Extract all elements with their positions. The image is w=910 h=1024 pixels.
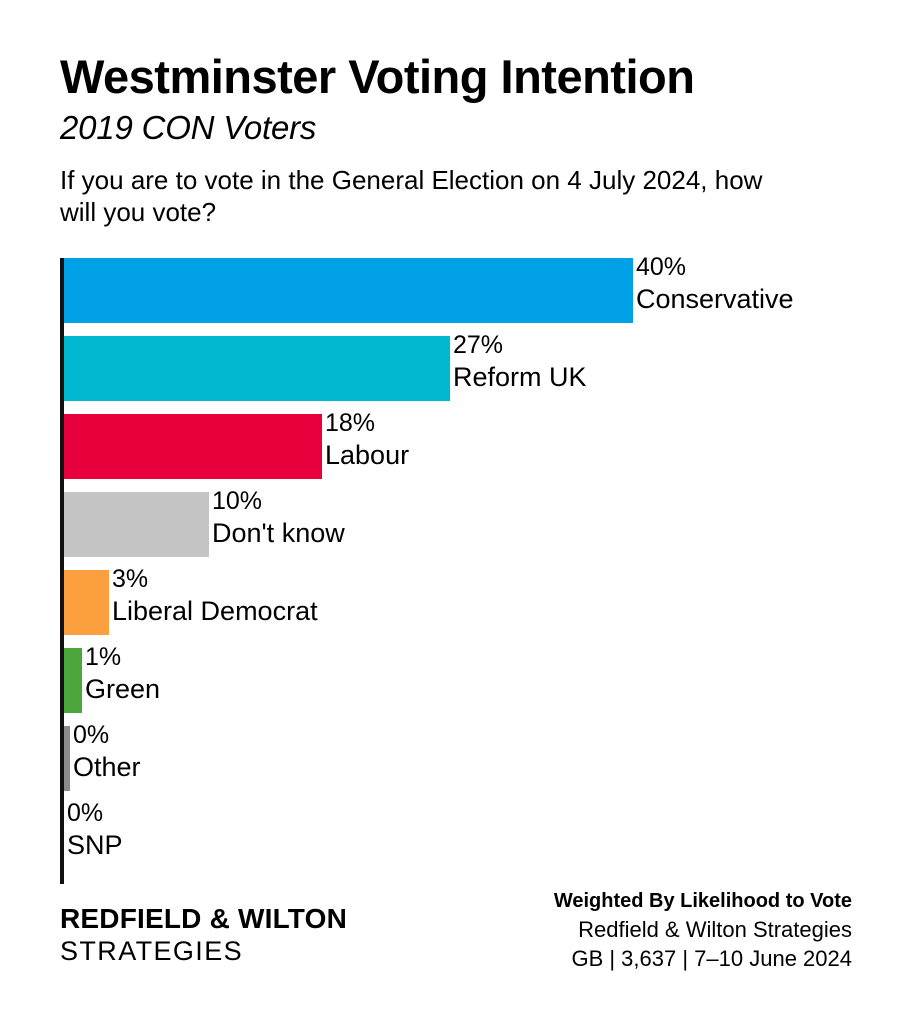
bar-label-group: 10% Don't know bbox=[209, 486, 345, 550]
bar-row: 1% Green bbox=[64, 643, 860, 713]
bar-value-label: 0% bbox=[67, 799, 104, 827]
bar-label-group: 1% Green bbox=[82, 642, 160, 706]
bar-row: 10% Don't know bbox=[64, 487, 860, 557]
bar-label-group: 0% SNP bbox=[64, 798, 123, 862]
bar-value-label: 1% bbox=[85, 643, 122, 671]
page-subtitle: 2019 CON Voters bbox=[60, 109, 317, 147]
bar-green bbox=[64, 648, 82, 713]
bar-value-label: 10% bbox=[212, 487, 263, 515]
bar-label-group: 3% Liberal Democrat bbox=[109, 564, 318, 628]
bar-row: 40% Conservative bbox=[64, 253, 860, 323]
bar-label-group: 0% Other bbox=[70, 720, 141, 784]
poll-question: If you are to vote in the General Electi… bbox=[60, 164, 763, 228]
bar-row: 0% Other bbox=[64, 721, 860, 791]
bar-row: 0% SNP bbox=[64, 799, 860, 869]
bar-category-label: Reform UK bbox=[453, 362, 587, 392]
brand-name-secondary: STRATEGIES bbox=[60, 936, 244, 967]
bar-category-label: Conservative bbox=[636, 284, 794, 314]
bar-reform-uk bbox=[64, 336, 450, 401]
bar-category-label: Green bbox=[85, 674, 161, 704]
bar-value-label: 18% bbox=[325, 409, 376, 437]
bar-liberal-democrat bbox=[64, 570, 109, 635]
bar-category-label: Labour bbox=[325, 440, 410, 470]
bar-don-t-know bbox=[64, 492, 209, 557]
chart-axis-line bbox=[60, 258, 64, 884]
bar-value-label: 40% bbox=[636, 253, 687, 281]
pollster-name: Redfield & Wilton Strategies bbox=[578, 917, 852, 942]
bar-conservative bbox=[64, 258, 633, 323]
bar-row: 27% Reform UK bbox=[64, 331, 860, 401]
bar-other bbox=[64, 726, 70, 791]
bar-value-label: 3% bbox=[112, 565, 149, 593]
bar-category-label: Liberal Democrat bbox=[112, 596, 318, 626]
bar-value-label: 0% bbox=[73, 721, 110, 749]
poster-header: Westminster Voting Intention 2019 CON Vo… bbox=[60, 52, 860, 229]
bar-category-label: Don't know bbox=[212, 518, 345, 548]
bar-chart: 40% Conservative 27% Reform UK 18% Labour 10% D… bbox=[60, 253, 860, 884]
bar-row: 18% Labour bbox=[64, 409, 860, 479]
bar-rows: 40% Conservative 27% Reform UK 18% Labour 10% D… bbox=[64, 253, 860, 884]
bar-label-group: 18% Labour bbox=[322, 408, 409, 472]
bar-labour bbox=[64, 414, 322, 479]
bar-label-group: 40% Conservative bbox=[633, 252, 794, 316]
bar-row: 3% Liberal Democrat bbox=[64, 565, 860, 635]
brand-logo: REDFIELD & WILTON STRATEGIES bbox=[60, 903, 480, 967]
bar-category-label: SNP bbox=[67, 830, 123, 860]
bar-value-label: 27% bbox=[453, 331, 504, 359]
weighting-note: Weighted By Likelihood to Vote bbox=[553, 890, 852, 912]
sample-details: GB | 3,637 | 7–10 June 2024 bbox=[571, 946, 852, 972]
bar-label-group: 27% Reform UK bbox=[450, 330, 587, 394]
page-title: Westminster Voting Intention bbox=[60, 50, 695, 103]
bar-category-label: Other bbox=[73, 752, 141, 782]
poll-metadata: Weighted By Likelihood to Vote Redfield … bbox=[422, 888, 852, 973]
brand-name-primary: REDFIELD & WILTON bbox=[60, 903, 348, 934]
